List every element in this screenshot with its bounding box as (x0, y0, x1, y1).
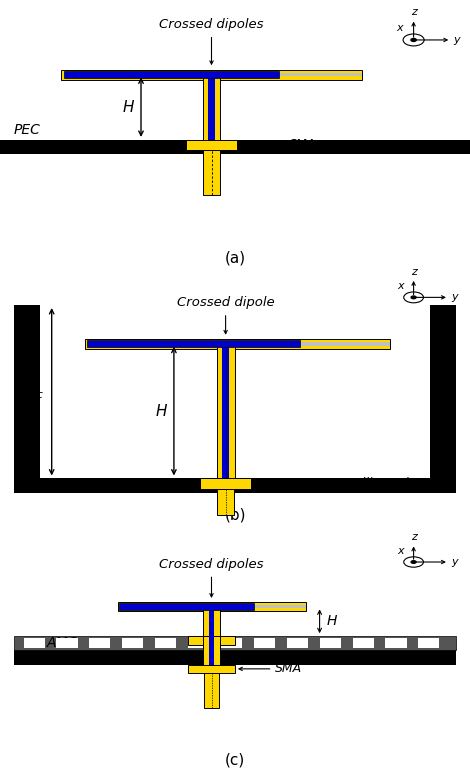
Text: PEC: PEC (14, 124, 41, 137)
Bar (254, 638, 275, 648)
Bar (188, 638, 209, 648)
Bar (89, 638, 110, 648)
Text: y: y (451, 293, 458, 303)
Bar (188, 665, 235, 673)
Text: Crossed dipoles: Crossed dipoles (159, 557, 264, 571)
Text: Crossed dipoles: Crossed dipoles (159, 18, 264, 31)
Bar (64, 71, 279, 78)
Bar (221, 638, 242, 648)
Bar (222, 344, 229, 479)
Bar (287, 638, 308, 648)
Bar (14, 650, 456, 665)
Bar (14, 636, 456, 650)
Bar (122, 638, 143, 648)
Bar (217, 344, 235, 479)
Text: SMA: SMA (289, 138, 316, 151)
Text: y: y (451, 557, 458, 567)
Text: Crossed dipole: Crossed dipole (177, 296, 274, 309)
Bar (418, 638, 439, 648)
Bar (188, 636, 235, 645)
Bar (209, 607, 214, 636)
Bar (203, 75, 220, 140)
Bar (85, 339, 390, 349)
Text: Metallic cavity: Metallic cavity (331, 477, 421, 490)
Text: x: x (397, 546, 404, 556)
Bar (119, 604, 254, 610)
Text: (c): (c) (225, 752, 245, 767)
Bar (209, 636, 214, 665)
Text: H: H (156, 404, 167, 418)
Bar (61, 69, 362, 80)
Text: $H_c$: $H_c$ (25, 382, 45, 401)
Bar (186, 140, 237, 150)
Bar (203, 636, 219, 665)
Bar (320, 638, 341, 648)
Bar (14, 305, 40, 493)
Bar (224, 73, 362, 76)
Bar (24, 638, 45, 648)
Text: GND: GND (382, 650, 414, 664)
Bar (217, 489, 234, 515)
Bar (204, 645, 219, 679)
Text: SMA: SMA (275, 662, 302, 676)
Text: SMA: SMA (298, 477, 326, 490)
Bar (200, 479, 251, 489)
Circle shape (411, 39, 416, 42)
Text: z: z (411, 266, 416, 276)
Bar (14, 479, 456, 493)
Bar (208, 75, 215, 140)
Text: H: H (123, 100, 134, 115)
Bar (219, 605, 306, 608)
Text: z: z (411, 532, 416, 542)
Bar (155, 638, 176, 648)
Bar (118, 602, 306, 611)
Text: y: y (454, 35, 460, 45)
Text: AMC: AMC (47, 636, 78, 650)
Bar (385, 638, 407, 648)
Text: z: z (411, 7, 416, 17)
Text: x: x (396, 22, 403, 32)
Bar (203, 150, 219, 195)
Text: x: x (397, 281, 404, 290)
Bar (204, 673, 219, 708)
Bar (234, 342, 390, 346)
Circle shape (411, 296, 416, 299)
Text: H: H (327, 615, 337, 628)
Text: (b): (b) (224, 507, 246, 522)
Bar (203, 607, 219, 636)
Circle shape (411, 560, 416, 564)
Bar (87, 340, 300, 347)
Bar (56, 638, 78, 648)
Text: (a): (a) (225, 251, 245, 266)
Bar (430, 305, 456, 493)
Bar (0, 140, 470, 154)
Bar (352, 638, 374, 648)
